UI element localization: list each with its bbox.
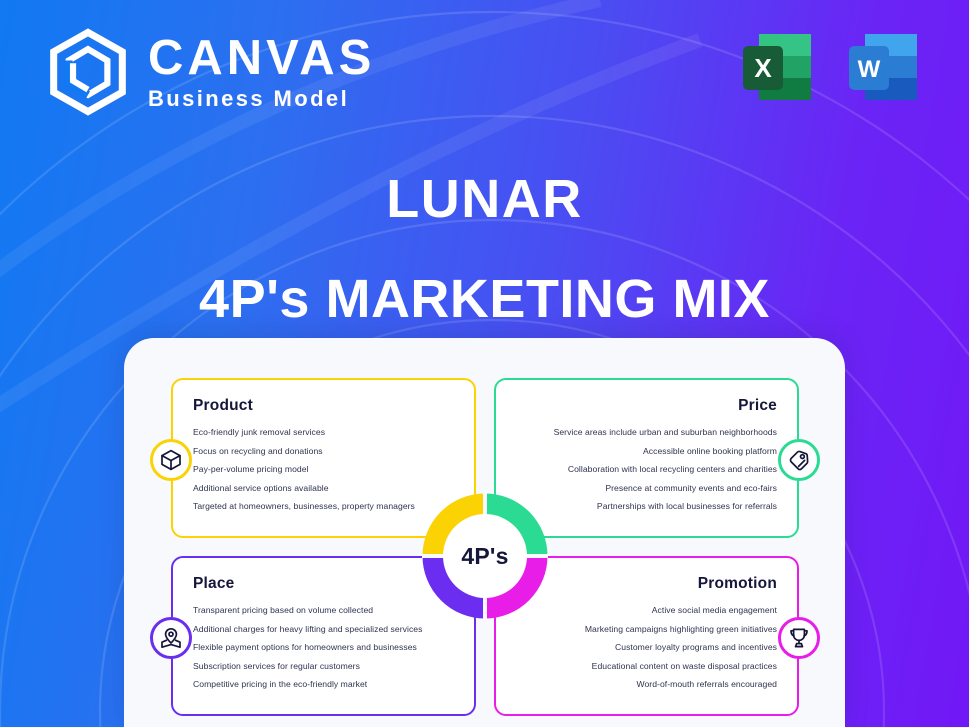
card-list-price: Service areas include urban and suburban…: [516, 427, 777, 512]
list-item: Targeted at homeowners, businesses, prop…: [193, 501, 415, 512]
badge-place: [150, 617, 192, 659]
card-promotion[interactable]: Promotion Active social media engagement…: [494, 556, 820, 716]
location-pin-icon: [161, 627, 181, 649]
list-item: Flexible payment options for homeowners …: [193, 642, 417, 653]
list-item: Service areas include urban and suburban…: [553, 427, 777, 437]
list-item: Additional charges for heavy lifting and…: [193, 623, 423, 634]
card-list-place: Transparent pricing based on volume coll…: [193, 605, 454, 690]
badge-promotion: [778, 617, 820, 659]
list-item: Presence at community events and eco-fai…: [605, 482, 777, 493]
list-item: Educational content on waste disposal pr…: [591, 660, 777, 671]
trophy-icon: [790, 628, 808, 648]
list-item: Additional service options available: [193, 482, 329, 493]
svg-text:X: X: [754, 53, 772, 83]
deck-title-heading: 4P's MARKETING MIX: [199, 269, 770, 329]
list-item: Eco-friendly junk removal services: [193, 427, 326, 437]
list-item: Subscription services for regular custom…: [193, 660, 360, 671]
cube-box-icon: [161, 449, 181, 471]
card-list-product: Eco-friendly junk removal services Focus…: [193, 427, 454, 512]
excel-icon[interactable]: X: [735, 26, 819, 110]
list-item: Active social media engagement: [651, 605, 777, 615]
card-place[interactable]: Place Transparent pricing based on volum…: [150, 556, 476, 716]
list-item: Partnerships with local businesses for r…: [596, 501, 777, 512]
office-file-icons: X W: [735, 26, 925, 110]
list-item: Pay-per-volume pricing model: [193, 464, 309, 475]
list-item: Competitive pricing in the eco-friendly …: [193, 679, 368, 690]
list-item: Transparent pricing based on volume coll…: [193, 605, 374, 615]
word-icon[interactable]: W: [841, 26, 925, 110]
price-tag-icon: [789, 450, 809, 471]
brand-name-heading: LUNAR: [386, 169, 583, 229]
list-item: Customer loyalty programs and incentives: [614, 642, 777, 653]
list-item: Focus on recycling and donations: [193, 445, 323, 456]
hexagon-canvas-logo-icon: [50, 28, 126, 116]
card-list-promotion: Active social media engagement Marketing…: [516, 605, 777, 690]
card-title-price: Price: [738, 397, 777, 414]
card-title-promotion: Promotion: [697, 575, 777, 592]
logo-subtitle: Business Model: [148, 85, 350, 111]
wheel-label: 4P's: [461, 542, 509, 569]
card-title-place: Place: [193, 575, 235, 592]
svg-text:W: W: [858, 56, 881, 83]
list-item: Accessible online booking platform: [642, 445, 777, 456]
list-item: Marketing campaigns highlighting green i…: [584, 623, 777, 634]
list-item: Word-of-mouth referrals encouraged: [636, 679, 777, 690]
content-panel: Product Eco-friendly junk removal servic…: [124, 338, 845, 727]
brand-logo: CANVAS Business Model: [44, 28, 375, 116]
card-product[interactable]: Product Eco-friendly junk removal servic…: [150, 378, 476, 538]
center-4p-wheel: 4P's: [422, 493, 548, 619]
badge-product: [150, 439, 192, 481]
wheel-ring: [422, 493, 548, 619]
card-title-product: Product: [193, 397, 253, 414]
logo-title: CANVAS: [148, 30, 376, 85]
card-price[interactable]: Price Service areas include urban and su…: [494, 378, 820, 538]
four-p-grid: Product Eco-friendly junk removal servic…: [150, 378, 820, 727]
badge-price: [778, 439, 820, 481]
list-item: Collaboration with local recycling cente…: [567, 464, 777, 475]
